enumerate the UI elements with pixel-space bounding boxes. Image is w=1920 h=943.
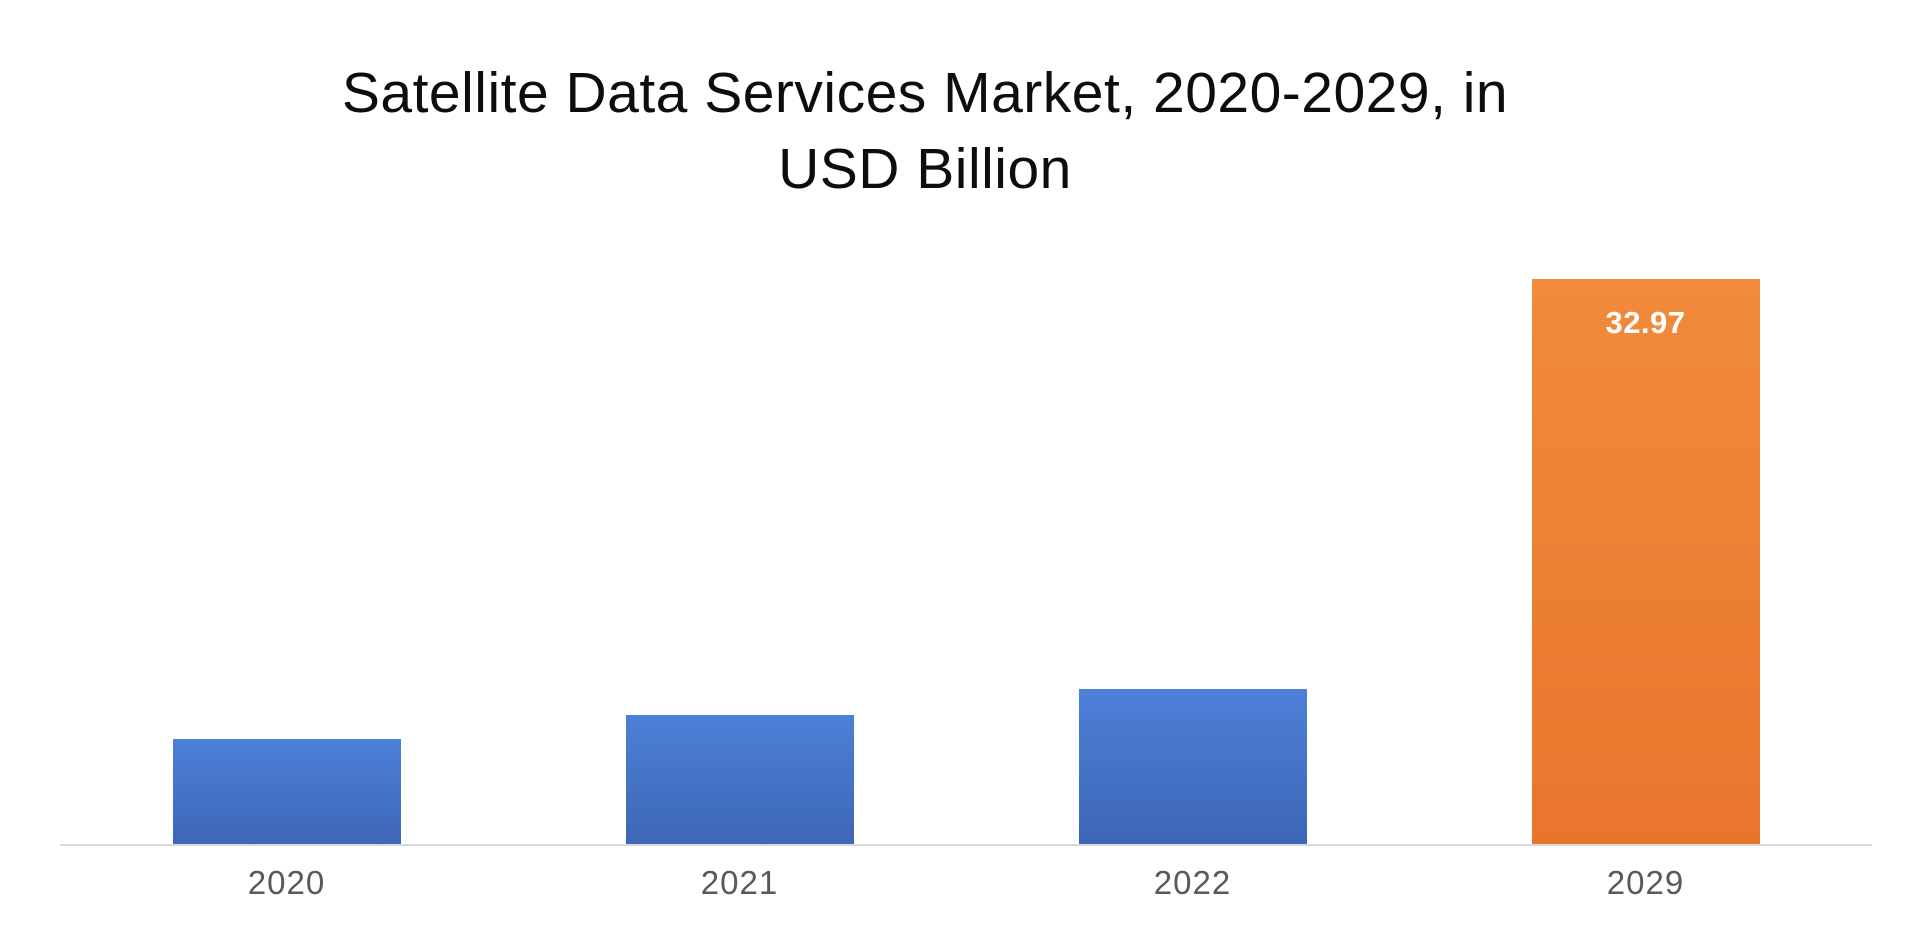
bar-group-2020 — [60, 0, 513, 845]
x-tick-2029: 2029 — [1606, 864, 1685, 901]
bar-2021 — [625, 715, 854, 845]
x-tick-2021: 2021 — [700, 864, 779, 901]
bar-group-2021 — [513, 0, 966, 845]
bar-2022 — [1078, 689, 1307, 845]
x-tick-2022: 2022 — [1153, 864, 1232, 901]
bar-group-2029: 32.97 — [1419, 0, 1872, 845]
bar-value-label-2029: 32.97 — [1605, 305, 1686, 340]
chart-title-line-2: USD Billion — [778, 136, 1072, 201]
x-axis-tick-labels: 2020 2021 2022 2029 — [60, 864, 1872, 902]
x-tick-2020: 2020 — [247, 864, 326, 901]
plot-area: 32.97 — [60, 0, 1872, 845]
chart-title-line-1: Satellite Data Services Market, 2020-202… — [341, 61, 1509, 125]
x-axis-line — [60, 844, 1872, 846]
chart-title: Satellite Data Services Market, 2020-202… — [0, 56, 1850, 208]
bar-2029: 32.97 — [1531, 279, 1760, 845]
bar-2020 — [172, 739, 401, 845]
bar-group-2022 — [966, 0, 1419, 845]
